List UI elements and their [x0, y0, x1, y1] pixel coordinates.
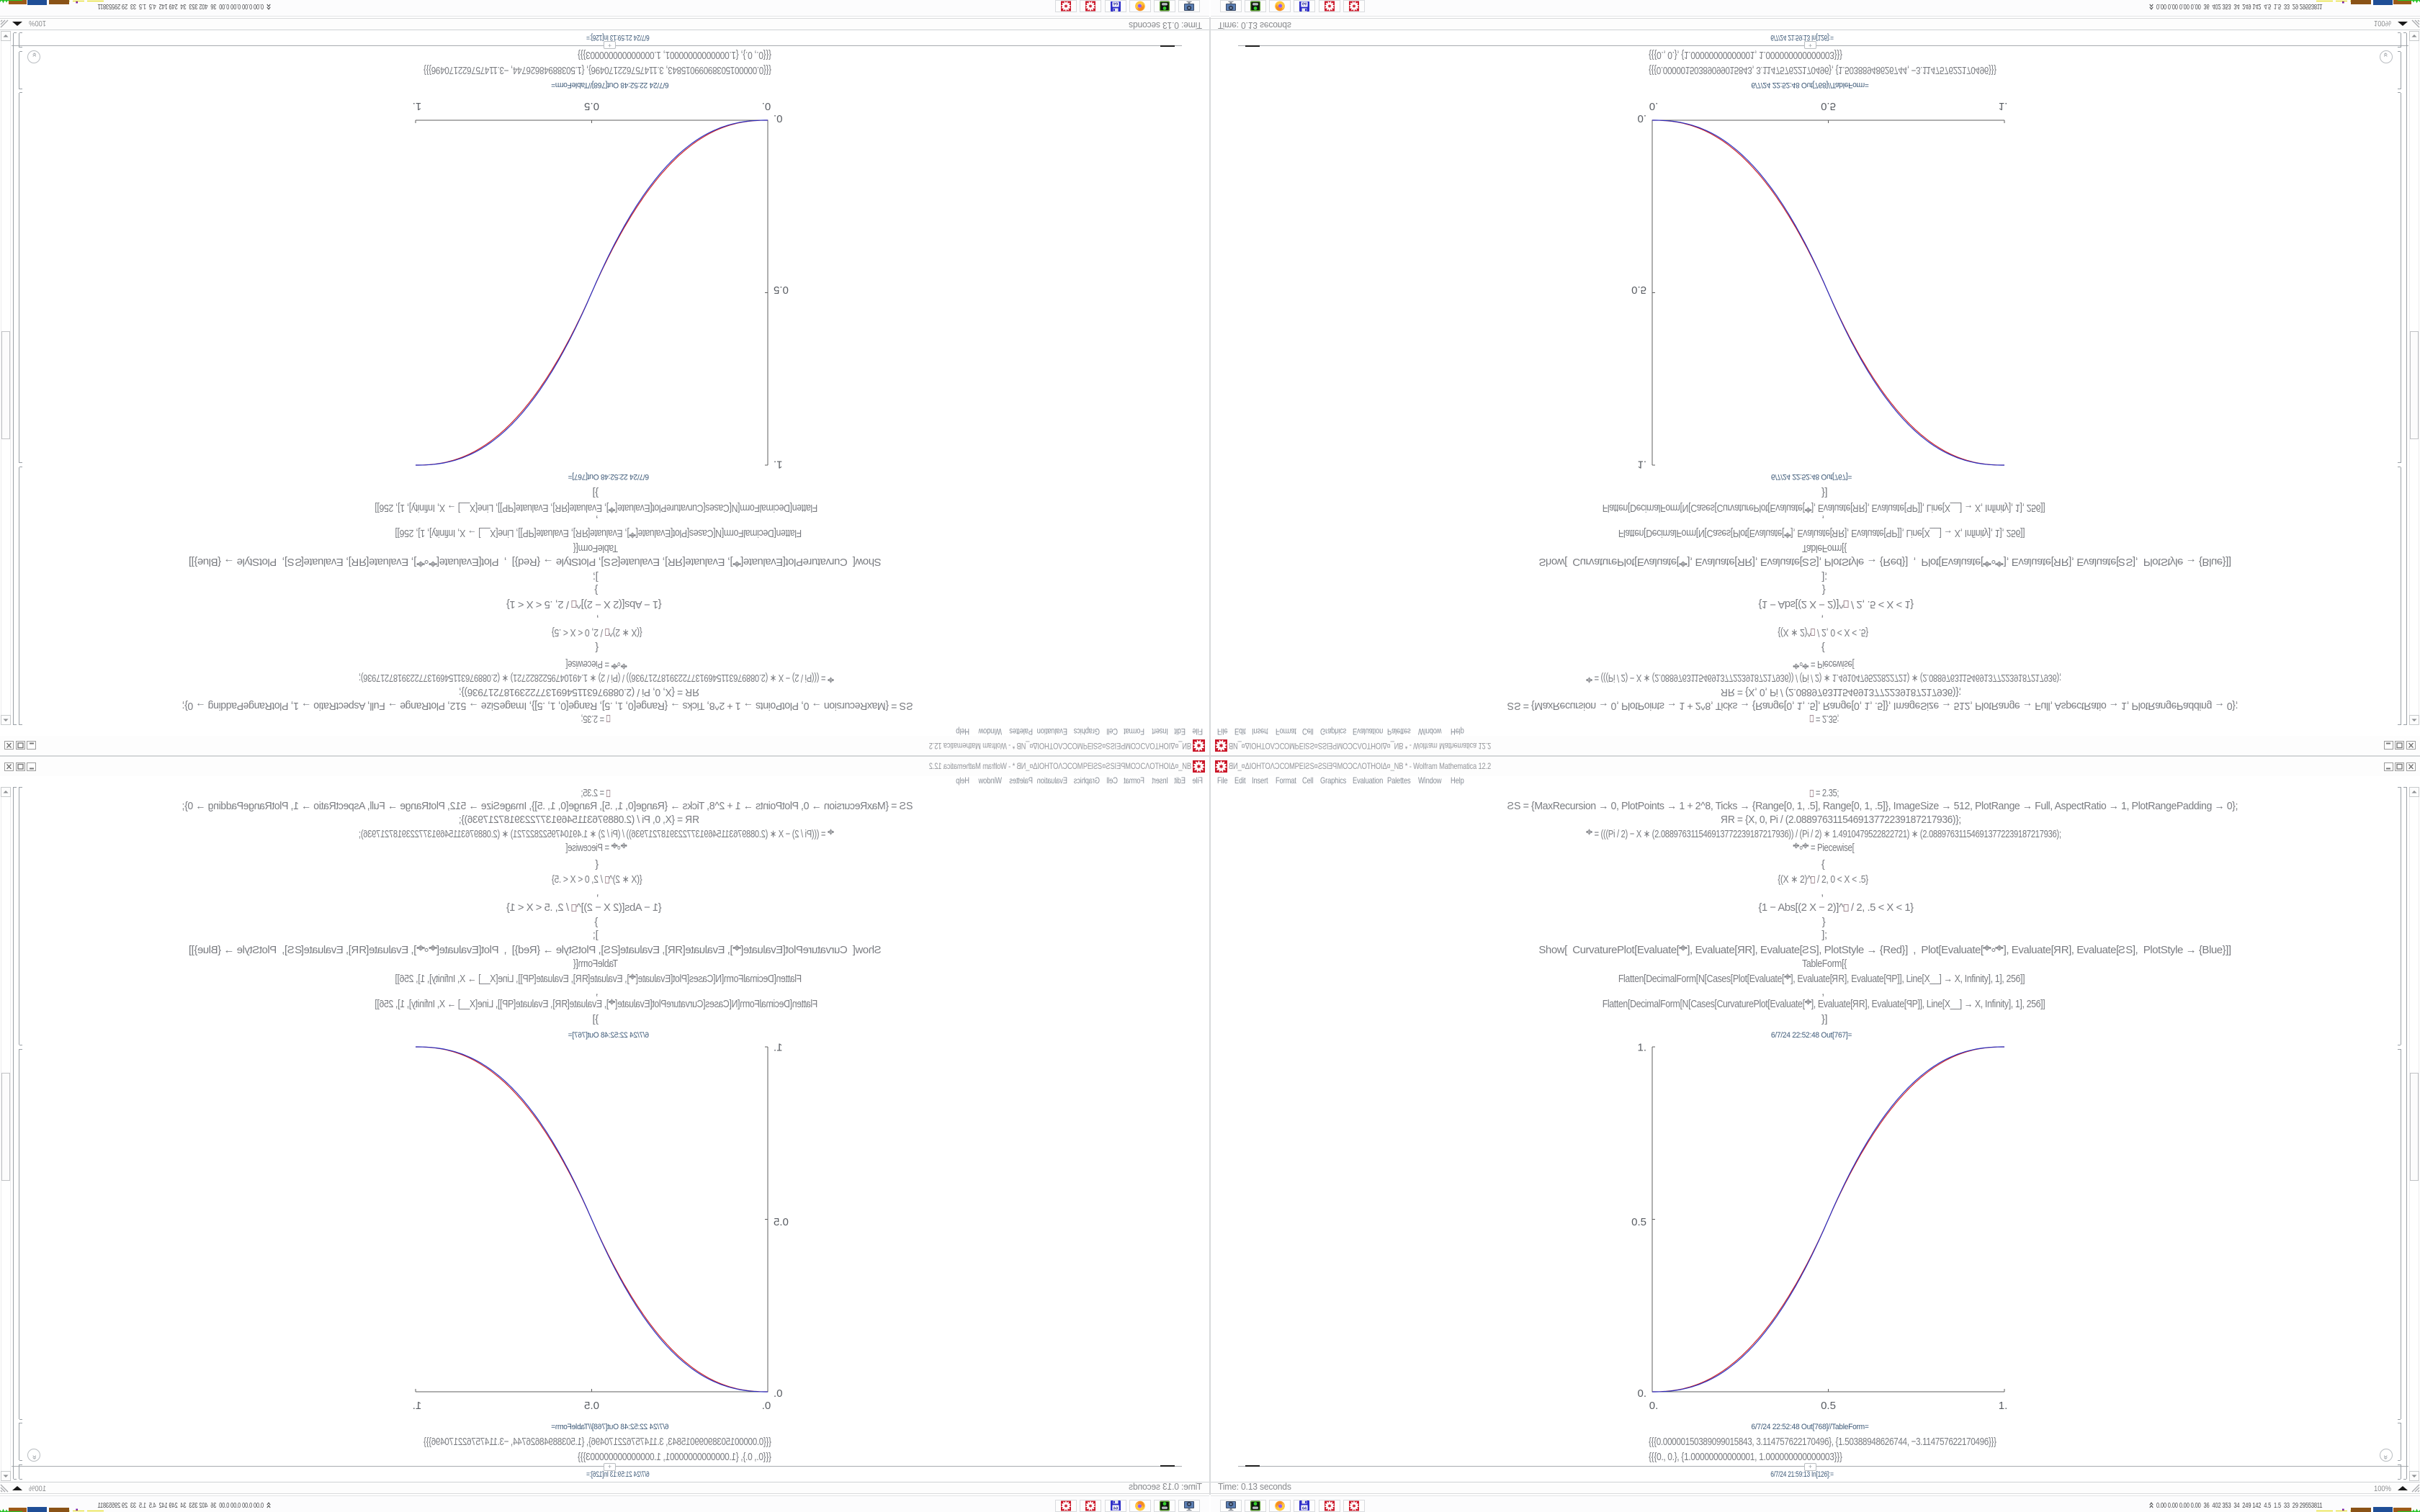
svg-text:64: 64: [1113, 1506, 1118, 1511]
svg-text:1.: 1.: [1999, 100, 2008, 112]
svg-text:0.5: 0.5: [1821, 100, 1836, 112]
svg-text:0.5: 0.5: [1631, 1216, 1646, 1228]
svg-text:0.: 0.: [1649, 100, 1659, 112]
svg-text:1.: 1.: [774, 1042, 783, 1054]
svg-text:0.5: 0.5: [774, 1216, 789, 1228]
svg-text:0.: 0.: [1649, 1400, 1659, 1412]
svg-text:1.: 1.: [1637, 1042, 1646, 1054]
svg-text:0.5: 0.5: [1821, 1400, 1836, 1412]
svg-text:0.: 0.: [774, 1387, 783, 1400]
svg-text:1.: 1.: [774, 459, 783, 471]
svg-text:1.: 1.: [413, 1400, 422, 1412]
svg-text:0.5: 0.5: [584, 1400, 599, 1412]
svg-text:64: 64: [1113, 1, 1118, 6]
svg-text:64: 64: [1302, 1, 1307, 6]
svg-text:0.: 0.: [762, 100, 771, 112]
svg-text:1.: 1.: [1999, 1400, 2008, 1412]
svg-text:0.5: 0.5: [774, 284, 789, 296]
svg-text:0.: 0.: [762, 1400, 771, 1412]
svg-text:64: 64: [1302, 1506, 1307, 1511]
svg-text:1.: 1.: [1637, 459, 1646, 471]
svg-text:0.5: 0.5: [1631, 284, 1646, 296]
svg-text:1.: 1.: [413, 100, 422, 112]
svg-text:0.: 0.: [774, 112, 783, 125]
svg-text:0.: 0.: [1637, 1387, 1646, 1400]
svg-text:0.: 0.: [1637, 112, 1646, 125]
svg-text:0.5: 0.5: [584, 100, 599, 112]
